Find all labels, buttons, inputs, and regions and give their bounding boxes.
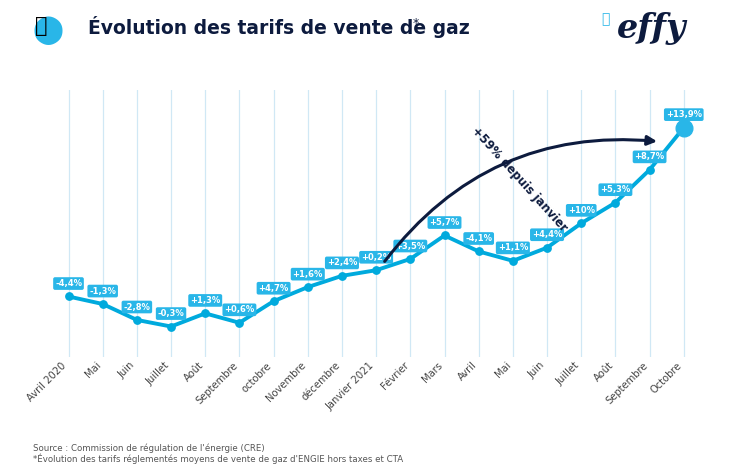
Text: +2,4%: +2,4% — [327, 258, 357, 267]
Text: +10%: +10% — [568, 206, 595, 215]
Text: +0,2%: +0,2% — [361, 253, 391, 262]
Text: +8,7%: +8,7% — [634, 152, 664, 161]
Text: -4,1%: -4,1% — [465, 234, 492, 243]
Point — [439, 232, 450, 239]
Text: +1,1%: +1,1% — [498, 243, 528, 252]
Text: Évolution des tarifs de vente de gaz: Évolution des tarifs de vente de gaz — [88, 16, 469, 38]
Point — [370, 266, 382, 274]
Text: ⬤: ⬤ — [33, 16, 64, 45]
Point — [234, 319, 245, 326]
Text: 🔥: 🔥 — [35, 16, 47, 37]
Text: Source : Commission de régulation de l'énergie (CRE): Source : Commission de régulation de l'é… — [33, 443, 264, 453]
Text: -0,3%: -0,3% — [158, 309, 185, 318]
Point — [63, 293, 74, 300]
Text: effy: effy — [617, 12, 686, 45]
Text: *Évolution des tarifs réglementés moyens de vente de gaz d'ENGIE hors taxes et C: *Évolution des tarifs réglementés moyens… — [33, 454, 403, 464]
Text: +5,3%: +5,3% — [600, 185, 631, 194]
Text: +0,6%: +0,6% — [224, 305, 255, 314]
Point — [199, 310, 211, 317]
Point — [507, 257, 519, 265]
Text: *: * — [412, 17, 419, 30]
Point — [541, 244, 553, 251]
Point — [336, 272, 347, 280]
Point — [97, 300, 109, 308]
Text: +3,5%: +3,5% — [395, 242, 426, 250]
Point — [610, 199, 621, 206]
Point — [404, 255, 416, 263]
Text: -4,4%: -4,4% — [55, 279, 82, 288]
Text: 🔵: 🔵 — [602, 12, 610, 26]
Text: +5,7%: +5,7% — [429, 218, 460, 227]
Point — [473, 248, 485, 255]
Point — [165, 323, 177, 330]
Point — [575, 219, 587, 227]
Text: +4,7%: +4,7% — [258, 284, 289, 293]
Text: -2,8%: -2,8% — [123, 303, 150, 311]
Point — [302, 283, 314, 291]
Text: +4,4%: +4,4% — [532, 230, 562, 239]
Point — [131, 316, 142, 324]
Text: +59% depuis janvier: +59% depuis janvier — [469, 124, 570, 234]
Point — [644, 166, 656, 174]
Point — [678, 124, 690, 131]
Point — [268, 297, 280, 305]
Text: +13,9%: +13,9% — [666, 110, 702, 119]
Text: -1,3%: -1,3% — [89, 287, 116, 295]
Text: 🔥: 🔥 — [680, 121, 688, 135]
Text: +1,3%: +1,3% — [190, 296, 220, 305]
Text: +1,6%: +1,6% — [293, 270, 323, 279]
